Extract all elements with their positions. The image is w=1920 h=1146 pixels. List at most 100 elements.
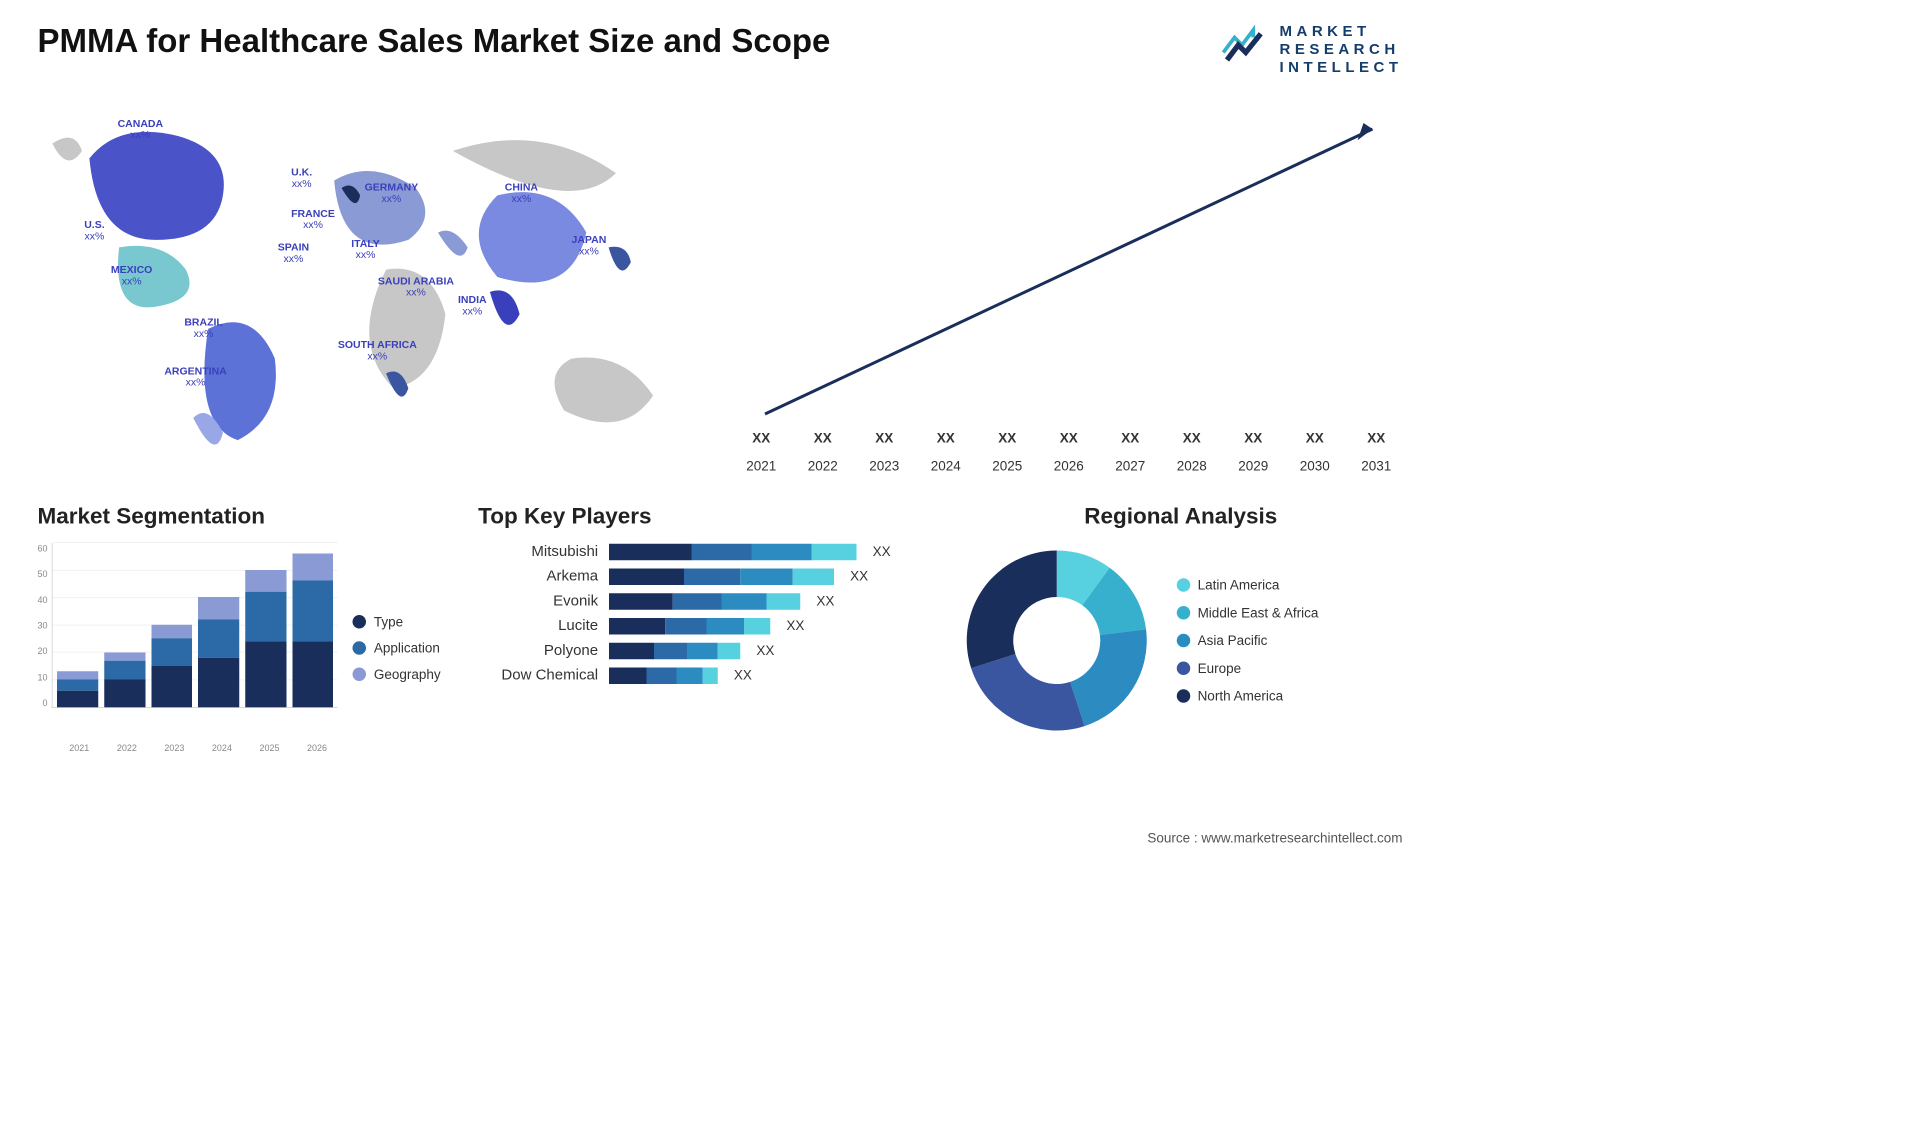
segmentation-x-label: 2025 — [249, 743, 291, 754]
regional-title: Regional Analysis — [959, 504, 1402, 530]
page-title: PMMA for Healthcare Sales Market Size an… — [38, 23, 831, 61]
world-map-panel: CANADAxx% U.S.xx% MEXICOxx% BRAZILxx% ARGENT… — [38, 99, 706, 474]
player-row: Dow Chemical XX — [478, 667, 921, 684]
logo-line1: MARKET — [1280, 23, 1403, 41]
players-title: Top Key Players — [478, 504, 921, 530]
segmentation-bar — [104, 652, 145, 707]
growth-x-label: 2028 — [1166, 458, 1219, 474]
growth-bar-label: XX — [1043, 431, 1096, 447]
growth-x-label: 2023 — [858, 458, 911, 474]
source-attribution: Source : www.marketresearchintellect.com — [1147, 830, 1402, 846]
player-value: XX — [734, 668, 752, 684]
growth-bar-label: XX — [1166, 431, 1219, 447]
map-label: INDIAxx% — [458, 294, 487, 317]
growth-bar-label: XX — [1350, 431, 1403, 447]
map-label: ITALYxx% — [351, 238, 380, 261]
player-name: Arkema — [478, 568, 598, 585]
logo-line2: RESEARCH — [1280, 41, 1403, 59]
map-label: SPAINxx% — [278, 242, 309, 265]
growth-x-label: 2029 — [1227, 458, 1280, 474]
growth-bar-label: XX — [1227, 431, 1280, 447]
player-value: XX — [786, 618, 804, 634]
player-name: Mitsubishi — [478, 543, 598, 560]
logo-line3: INTELLECT — [1280, 59, 1403, 77]
segmentation-x-label: 2023 — [154, 743, 196, 754]
legend-item: Latin America — [1177, 577, 1319, 593]
growth-x-label: 2022 — [797, 458, 850, 474]
player-bar — [609, 667, 718, 684]
player-row: Polyone XX — [478, 642, 921, 659]
regional-panel: Regional Analysis Latin America Middle Ea… — [959, 504, 1402, 753]
legend-item: Asia Pacific — [1177, 633, 1319, 649]
player-row: Arkema XX — [478, 568, 921, 585]
segmentation-x-label: 2021 — [59, 743, 101, 754]
segmentation-bar — [245, 570, 286, 707]
segmentation-bar — [151, 625, 192, 707]
player-name: Lucite — [478, 617, 598, 634]
donut-slice — [1070, 629, 1147, 726]
player-row: Evonik XX — [478, 593, 921, 610]
player-row: Mitsubishi XX — [478, 543, 921, 560]
legend-item: Europe — [1177, 660, 1319, 676]
segmentation-bar — [57, 672, 98, 708]
map-label: GERMANYxx% — [365, 182, 419, 205]
legend-item: Middle East & Africa — [1177, 605, 1319, 621]
map-label: CANADAxx% — [118, 118, 164, 141]
map-label: BRAZILxx% — [184, 317, 222, 340]
segmentation-bar — [292, 553, 333, 707]
players-panel: Top Key Players MitsubishiXXArkemaXXEvon… — [478, 504, 921, 753]
player-name: Evonik — [478, 593, 598, 610]
player-name: Polyone — [478, 642, 598, 659]
map-label: SOUTH AFRICAxx% — [338, 339, 417, 362]
growth-bar-label: XX — [735, 431, 788, 447]
growth-x-label: 2021 — [735, 458, 788, 474]
growth-bar-label: XX — [1104, 431, 1157, 447]
map-label: ARGENTINAxx% — [164, 365, 226, 388]
segmentation-x-label: 2026 — [296, 743, 338, 754]
growth-bar-label: XX — [920, 431, 973, 447]
player-bar — [609, 593, 800, 610]
player-value: XX — [873, 544, 891, 560]
growth-x-label: 2025 — [981, 458, 1034, 474]
growth-bar-label: XX — [1289, 431, 1342, 447]
donut-chart — [959, 543, 1154, 738]
legend-item: North America — [1177, 688, 1319, 704]
legend-item: Application — [353, 640, 441, 656]
map-label: FRANCExx% — [291, 208, 335, 231]
growth-x-label: 2024 — [920, 458, 973, 474]
growth-chart: XX XX XX XX XX XX XX XX XX XX XX 2021 2022 2023 2024 2… — [735, 99, 1403, 474]
player-bar — [609, 543, 857, 560]
growth-bar-label: XX — [797, 431, 850, 447]
segmentation-x-label: 2022 — [106, 743, 148, 754]
legend-item: Geography — [353, 666, 441, 682]
player-value: XX — [850, 569, 868, 585]
growth-x-label: 2031 — [1350, 458, 1403, 474]
segmentation-bar — [198, 597, 239, 707]
map-label: U.K.xx% — [291, 167, 312, 190]
player-bar — [609, 618, 770, 635]
map-label: MEXICOxx% — [111, 264, 152, 287]
growth-bar-label: XX — [858, 431, 911, 447]
map-label: JAPANxx% — [572, 234, 607, 257]
growth-bar-label: XX — [981, 431, 1034, 447]
segmentation-title: Market Segmentation — [38, 504, 441, 530]
logo-mark-icon — [1220, 23, 1273, 68]
growth-x-label: 2026 — [1043, 458, 1096, 474]
player-value: XX — [816, 593, 834, 609]
legend-item: Type — [353, 614, 441, 630]
donut-slice — [967, 551, 1057, 669]
donut-slice — [971, 654, 1084, 731]
segmentation-panel: Market Segmentation 6050403020100 202120… — [38, 504, 441, 753]
brand-logo: MARKET RESEARCH INTELLECT — [1220, 23, 1403, 77]
growth-x-label: 2027 — [1104, 458, 1157, 474]
player-bar — [609, 642, 740, 659]
map-label: U.S.xx% — [84, 219, 104, 242]
player-bar — [609, 568, 834, 585]
growth-x-label: 2030 — [1289, 458, 1342, 474]
player-row: Lucite XX — [478, 617, 921, 634]
map-label: SAUDI ARABIAxx% — [378, 275, 454, 298]
map-label: CHINAxx% — [505, 182, 538, 205]
segmentation-x-label: 2024 — [201, 743, 243, 754]
player-name: Dow Chemical — [478, 667, 598, 684]
player-value: XX — [756, 643, 774, 659]
